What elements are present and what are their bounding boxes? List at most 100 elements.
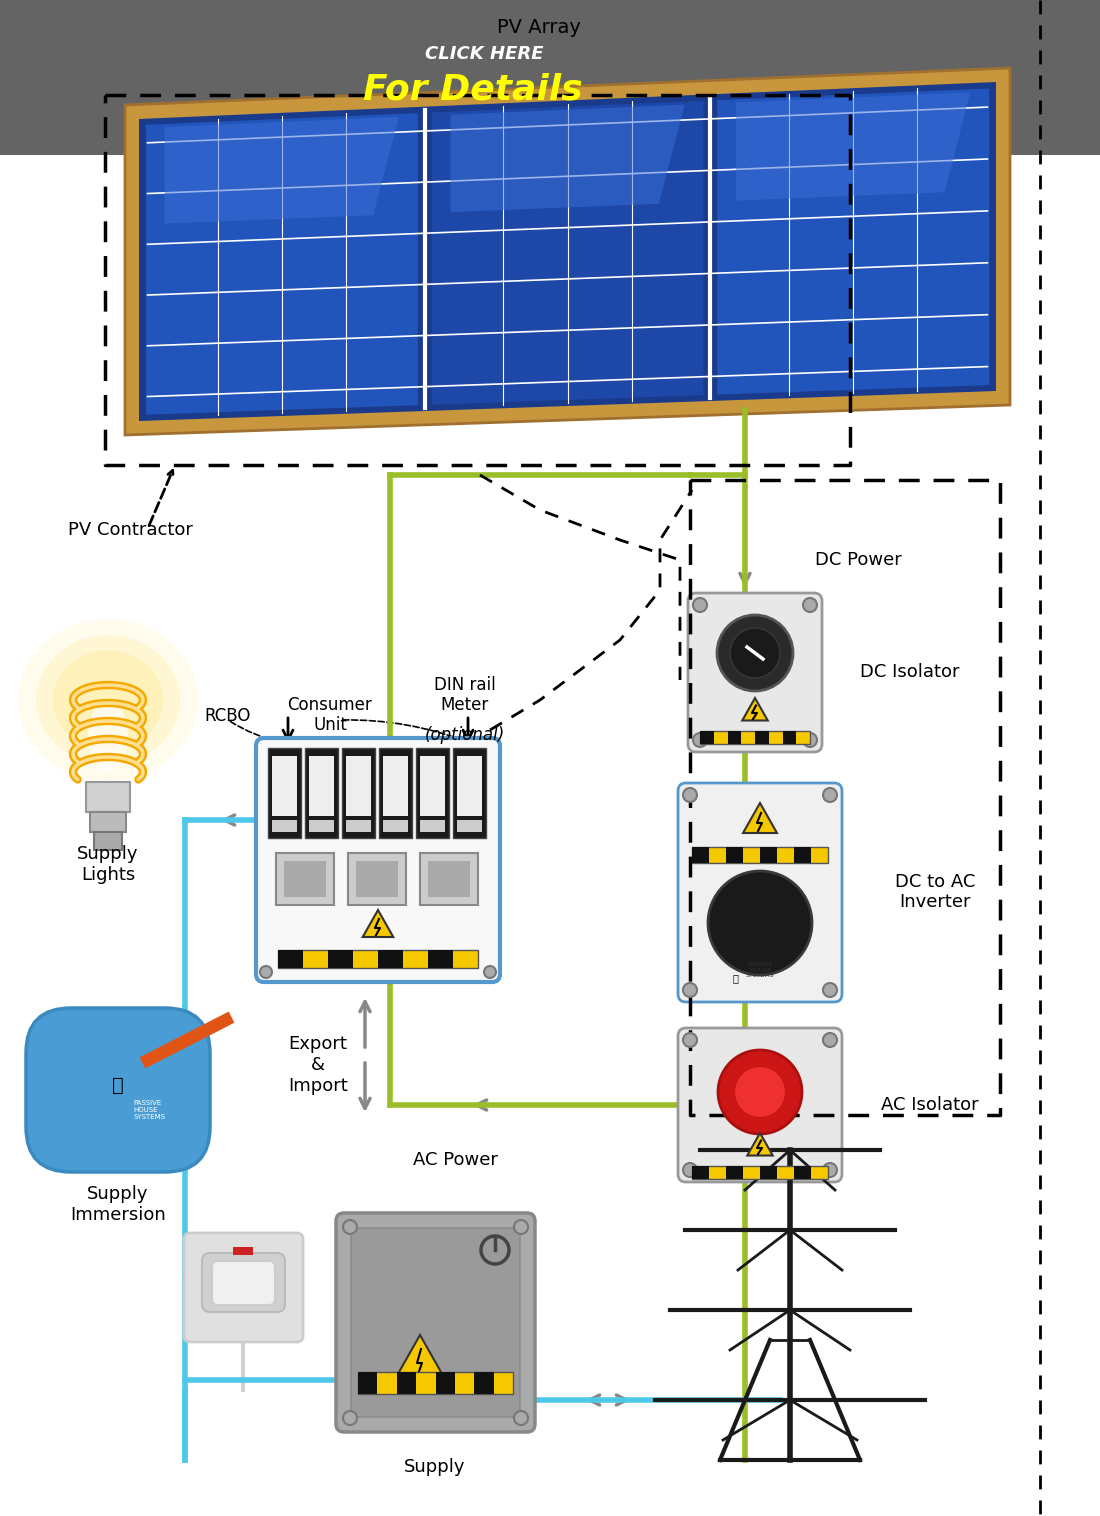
Ellipse shape bbox=[18, 619, 198, 781]
Polygon shape bbox=[742, 803, 777, 832]
Bar bbox=[782, 731, 796, 744]
Bar bbox=[474, 1372, 494, 1395]
Circle shape bbox=[343, 1220, 358, 1234]
FancyBboxPatch shape bbox=[351, 1228, 520, 1417]
Bar bbox=[420, 756, 446, 816]
Bar bbox=[94, 832, 122, 850]
Bar bbox=[358, 1372, 377, 1395]
Bar bbox=[233, 1248, 253, 1255]
Bar bbox=[284, 861, 326, 897]
Polygon shape bbox=[139, 82, 996, 421]
Bar bbox=[794, 1166, 811, 1179]
Ellipse shape bbox=[36, 635, 180, 764]
Bar bbox=[356, 861, 398, 897]
Polygon shape bbox=[450, 105, 684, 212]
Text: PV Array: PV Array bbox=[497, 18, 581, 36]
Bar bbox=[305, 747, 338, 838]
Bar bbox=[346, 756, 371, 816]
Bar bbox=[420, 820, 446, 832]
Polygon shape bbox=[431, 100, 704, 405]
Circle shape bbox=[730, 628, 780, 678]
Text: Supply: Supply bbox=[405, 1458, 465, 1477]
Circle shape bbox=[683, 1163, 697, 1176]
Bar bbox=[272, 820, 297, 832]
Text: RCBO: RCBO bbox=[205, 706, 251, 725]
Text: For Details: For Details bbox=[363, 71, 583, 106]
Bar bbox=[760, 1166, 777, 1179]
Circle shape bbox=[734, 1066, 786, 1117]
Bar bbox=[328, 951, 353, 969]
Bar bbox=[342, 747, 375, 838]
Text: DC to AC
Inverter: DC to AC Inverter bbox=[894, 873, 976, 911]
FancyBboxPatch shape bbox=[202, 1254, 285, 1311]
Text: Supply
Lights: Supply Lights bbox=[77, 844, 139, 884]
Text: DIN rail
Meter: DIN rail Meter bbox=[434, 676, 496, 714]
Bar bbox=[309, 756, 334, 816]
FancyBboxPatch shape bbox=[26, 1008, 210, 1172]
Polygon shape bbox=[717, 88, 989, 394]
FancyBboxPatch shape bbox=[256, 738, 500, 982]
Circle shape bbox=[343, 1411, 358, 1425]
Bar bbox=[383, 756, 408, 816]
Bar bbox=[278, 951, 303, 969]
Circle shape bbox=[514, 1220, 528, 1234]
Bar bbox=[700, 731, 810, 744]
Polygon shape bbox=[125, 68, 1010, 435]
Bar bbox=[726, 847, 742, 863]
Bar bbox=[86, 782, 130, 813]
Text: DC Isolator: DC Isolator bbox=[860, 662, 959, 681]
Bar bbox=[456, 756, 482, 816]
Bar bbox=[309, 820, 334, 832]
Bar bbox=[700, 731, 714, 744]
Text: Supply
Immersion: Supply Immersion bbox=[70, 1186, 166, 1223]
Bar bbox=[692, 1166, 710, 1179]
Polygon shape bbox=[747, 1132, 772, 1155]
Polygon shape bbox=[146, 114, 418, 415]
Bar bbox=[692, 847, 828, 863]
FancyBboxPatch shape bbox=[688, 593, 822, 752]
Text: PASSIVE
HOUSE
SYSTEMS: PASSIVE HOUSE SYSTEMS bbox=[746, 961, 774, 978]
Bar bbox=[346, 820, 371, 832]
Bar bbox=[379, 747, 412, 838]
Text: Consumer
Unit: Consumer Unit bbox=[287, 696, 373, 734]
Circle shape bbox=[708, 872, 812, 975]
Bar bbox=[436, 1372, 455, 1395]
Polygon shape bbox=[165, 117, 399, 224]
Polygon shape bbox=[396, 1336, 443, 1377]
Text: AC Power: AC Power bbox=[412, 1151, 497, 1169]
FancyBboxPatch shape bbox=[678, 782, 842, 1002]
Circle shape bbox=[693, 734, 707, 747]
Ellipse shape bbox=[53, 650, 163, 749]
Polygon shape bbox=[363, 910, 394, 937]
Bar bbox=[420, 854, 478, 905]
Circle shape bbox=[484, 966, 496, 978]
FancyBboxPatch shape bbox=[336, 1213, 535, 1433]
Bar bbox=[727, 731, 741, 744]
Circle shape bbox=[683, 1032, 697, 1048]
Bar bbox=[272, 756, 297, 816]
Text: 🌳: 🌳 bbox=[112, 1075, 124, 1095]
Circle shape bbox=[823, 1032, 837, 1048]
FancyBboxPatch shape bbox=[212, 1261, 275, 1305]
Bar bbox=[90, 813, 126, 832]
Circle shape bbox=[260, 966, 272, 978]
Bar bbox=[268, 747, 301, 838]
Circle shape bbox=[823, 982, 837, 998]
Bar bbox=[726, 1166, 742, 1179]
Polygon shape bbox=[742, 697, 768, 720]
Circle shape bbox=[514, 1411, 528, 1425]
Circle shape bbox=[823, 788, 837, 802]
Bar bbox=[383, 820, 408, 832]
Text: 🌳: 🌳 bbox=[733, 973, 738, 982]
Bar bbox=[755, 731, 769, 744]
Circle shape bbox=[683, 982, 697, 998]
Bar bbox=[428, 861, 470, 897]
Bar bbox=[692, 1166, 828, 1179]
Bar bbox=[692, 847, 710, 863]
FancyBboxPatch shape bbox=[184, 1233, 302, 1342]
Bar bbox=[358, 1372, 513, 1395]
Circle shape bbox=[717, 615, 793, 691]
Circle shape bbox=[693, 597, 707, 612]
Bar bbox=[397, 1372, 416, 1395]
Circle shape bbox=[803, 734, 817, 747]
